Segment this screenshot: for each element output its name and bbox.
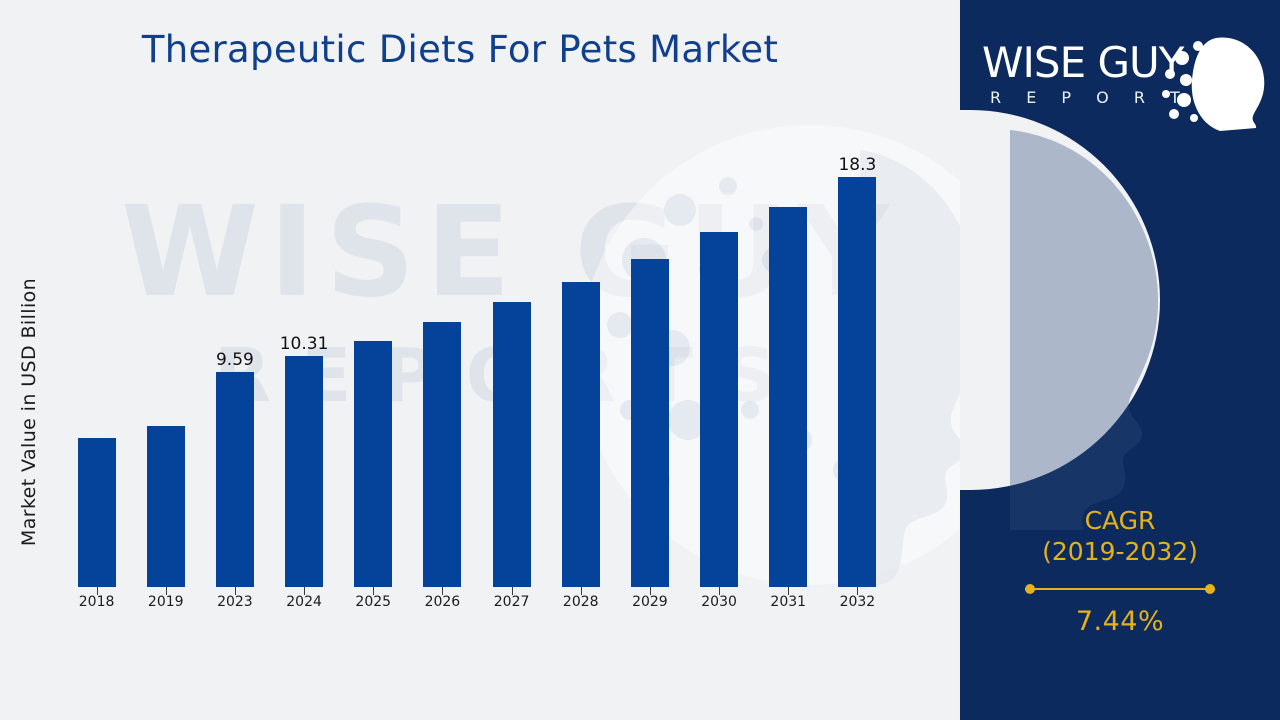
x-tick-label-2029: 2029 <box>632 594 668 610</box>
x-tick-label-2023: 2023 <box>217 594 253 610</box>
bar-2018[interactable] <box>77 438 116 587</box>
bar-group-2026[interactable] <box>410 322 474 587</box>
page-title: Therapeutic Diets For Pets Market <box>141 28 779 71</box>
cagr-years: (2019-2032) <box>1042 537 1198 567</box>
bar-group-2024[interactable]: 10.31 <box>272 333 336 587</box>
bar-group-2031[interactable] <box>756 207 820 587</box>
x-tick-2019 <box>165 587 167 595</box>
x-tick-label-2024: 2024 <box>286 594 322 610</box>
cagr-divider-line <box>1025 587 1215 590</box>
logo-head-dots-icon <box>1162 37 1265 131</box>
bar-group-2018[interactable] <box>65 438 129 587</box>
bar-2030[interactable] <box>700 232 739 587</box>
cagr-block: CAGR (2019-2032) 7.44% <box>960 505 1280 637</box>
y-axis-label: Market Value in USD Billion <box>18 0 40 546</box>
y-axis-label-text: Market Value in USD Billion <box>18 277 40 547</box>
bar-2024[interactable] <box>285 355 324 587</box>
cagr-value: 7.44% <box>1075 605 1165 637</box>
bar-2026[interactable] <box>423 322 462 587</box>
bar-group-2023[interactable]: 9.59 <box>203 352 267 587</box>
x-tick-label-2027: 2027 <box>493 594 530 610</box>
bar-2032[interactable] <box>838 176 877 587</box>
brand-logo: WISE GUY R E P O R T S <box>982 37 1265 131</box>
plot-area: 9.59 10.31 18.3 <box>62 150 892 587</box>
cagr-divider <box>1025 583 1215 594</box>
x-tick-2025 <box>373 587 375 595</box>
brand-head-silhouette-icon <box>1010 130 1159 530</box>
x-tick-2023 <box>234 587 236 595</box>
bar-group-2027[interactable] <box>480 301 544 587</box>
cagr-title: CAGR <box>1084 506 1156 535</box>
bar-group-2028[interactable] <box>549 281 613 587</box>
x-tick-2029 <box>649 587 651 595</box>
x-tick-label-2018: 2018 <box>78 594 115 610</box>
bar-value-label-2032: 18.3 <box>838 154 877 175</box>
bar-group-2019[interactable] <box>134 426 198 587</box>
bar-group-2032[interactable]: 18.3 <box>825 154 889 587</box>
x-tick-2026 <box>442 587 444 595</box>
x-tick-2031 <box>788 587 790 595</box>
x-tick-label-2025: 2025 <box>355 594 392 610</box>
x-tick-2027 <box>511 587 513 595</box>
bar-2028[interactable] <box>561 281 600 587</box>
bar-value-label-2023: 9.59 <box>215 350 254 371</box>
bar-group-2025[interactable] <box>341 340 405 587</box>
bar-2025[interactable] <box>354 340 393 587</box>
bar-group-2029[interactable] <box>618 258 682 587</box>
x-tick-2018 <box>96 587 98 595</box>
x-tick-label-2032: 2032 <box>839 594 876 610</box>
bar-2023[interactable] <box>215 372 254 587</box>
bar-value-label-2024: 10.31 <box>279 333 329 354</box>
x-tick-label-2030: 2030 <box>701 594 737 610</box>
x-tick-2030 <box>719 587 721 595</box>
bar-2019[interactable] <box>146 426 185 587</box>
brand-panel: WISE GUY R E P O R T S CAGR (2019-2032) <box>960 0 1280 720</box>
x-tick-2024 <box>304 587 306 595</box>
bar-group-2030[interactable] <box>687 232 751 587</box>
cagr-divider-dot-left <box>1025 583 1035 594</box>
x-tick-label-2026: 2026 <box>424 594 461 610</box>
logo-primary-text: WISE GUY <box>982 38 1184 87</box>
x-tick-label-2031: 2031 <box>770 594 807 610</box>
x-tick-2028 <box>580 587 582 595</box>
cagr-divider-dot-right <box>1205 583 1215 594</box>
x-tick-label-2028: 2028 <box>562 594 599 610</box>
x-tick-2032 <box>857 587 859 595</box>
x-tick-label-2019: 2019 <box>147 594 184 610</box>
bar-2031[interactable] <box>769 207 808 587</box>
logo-secondary-text: R E P O R T S <box>990 88 1226 107</box>
bar-2029[interactable] <box>630 258 669 587</box>
bar-2027[interactable] <box>492 301 531 587</box>
